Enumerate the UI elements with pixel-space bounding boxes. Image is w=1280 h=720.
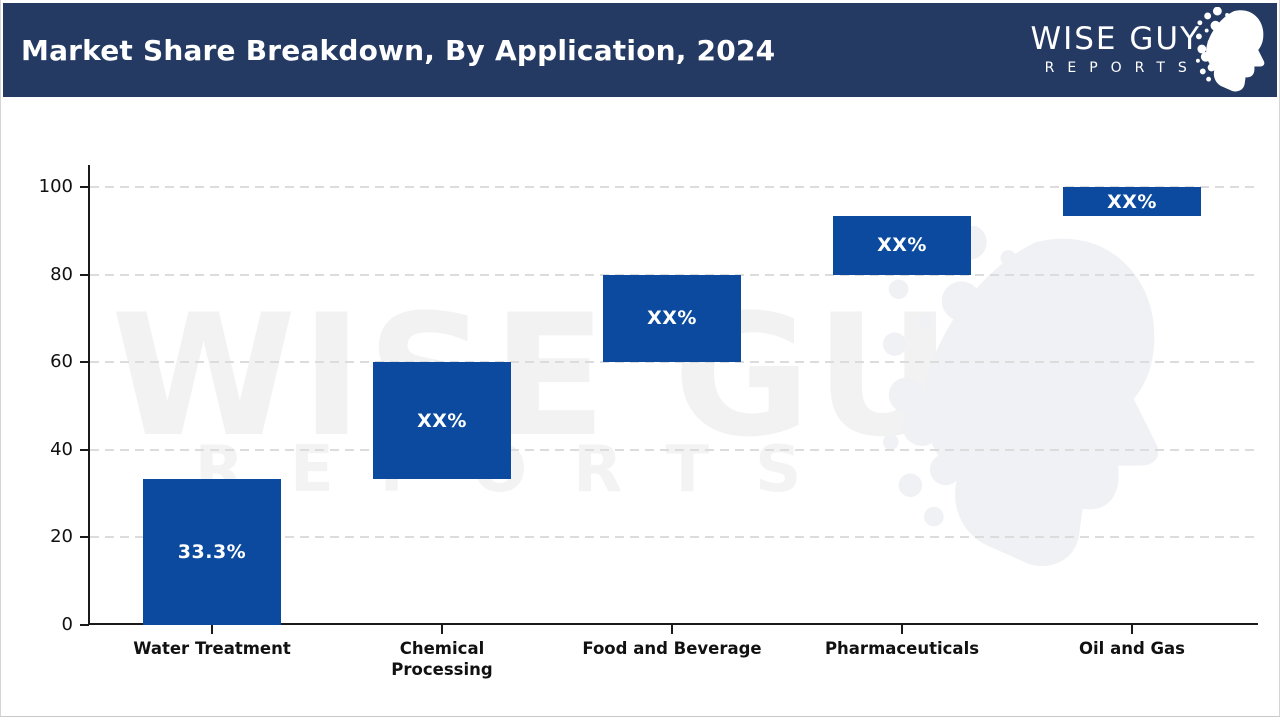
bar-food-and-beverage: XX% <box>603 274 741 363</box>
y-tick-label-100: 100 <box>38 176 73 197</box>
y-tick-label-0: 0 <box>61 614 73 635</box>
wiseguy-logo: WISE GUY REPORTS <box>1030 7 1267 93</box>
bar-value-label: 33.3% <box>177 541 247 564</box>
x-tick-label-water-treatment: Water Treatment <box>133 639 291 658</box>
x-tick-label-oil-and-gas: Oil and Gas <box>1078 639 1186 658</box>
gridline-20 <box>90 536 1257 539</box>
bar-pharmaceuticals: XX% <box>833 216 971 275</box>
y-tick-60 <box>80 361 89 364</box>
y-tick-label-80: 80 <box>50 263 73 285</box>
bar-oil-and-gas: XX% <box>1063 187 1201 217</box>
page-title: Market Share Breakdown, By Application, … <box>21 33 776 67</box>
logo-head-icon <box>1195 7 1265 92</box>
bar-value-label: XX% <box>417 409 467 432</box>
y-tick-100 <box>80 186 89 188</box>
x-tick-oil-and-gas <box>1131 625 1133 634</box>
logo-wordmark: WISE GUY <box>1030 21 1201 57</box>
x-tick-chemical <box>441 625 443 634</box>
y-tick-80 <box>80 273 89 276</box>
gridline-100 <box>90 186 1257 188</box>
bar-value-label: XX% <box>877 234 927 257</box>
x-tick-food-and-beverage <box>671 625 673 634</box>
x-tick-label-chemical: Chemical Processing <box>391 639 493 679</box>
y-tick-label-40: 40 <box>50 438 73 460</box>
logo-subtext: REPORTS <box>1044 60 1200 76</box>
x-axis-line <box>88 623 1258 625</box>
bar-chemical: XX% <box>373 362 511 480</box>
bar-value-label: XX% <box>1107 190 1157 213</box>
x-tick-label-food-and-beverage: Food and Beverage <box>582 639 762 658</box>
y-tick-40 <box>80 448 89 451</box>
y-tick-label-20: 20 <box>50 526 73 548</box>
bar-water-treatment: 33.3% <box>143 479 281 625</box>
y-tick-20 <box>80 536 89 539</box>
x-tick-pharmaceuticals <box>901 625 903 634</box>
y-axis-line <box>88 165 90 625</box>
bar-value-label: XX% <box>647 307 697 330</box>
gridline-60 <box>90 361 1257 364</box>
x-tick-label-pharmaceuticals: Pharmaceuticals <box>824 639 980 658</box>
x-tick-water-treatment <box>211 625 213 634</box>
y-tick-label-60: 60 <box>50 351 73 373</box>
report-header: Market Share Breakdown, By Application, … <box>3 3 1277 97</box>
gridline-40 <box>90 448 1257 451</box>
y-tick-0 <box>80 624 89 626</box>
